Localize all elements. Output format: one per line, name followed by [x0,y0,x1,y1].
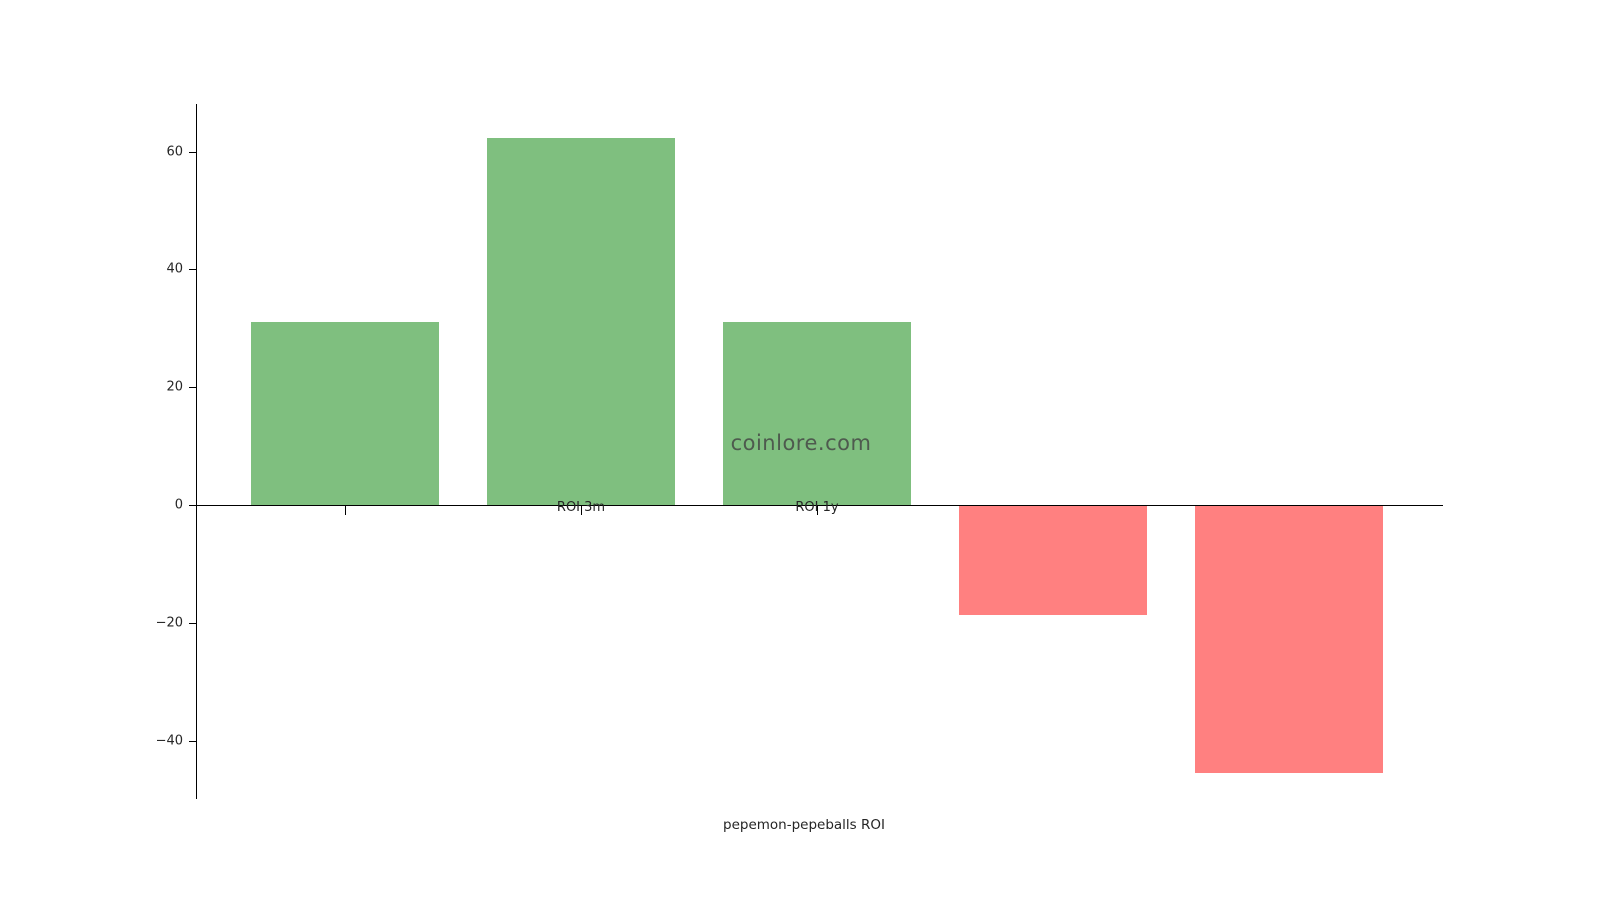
x-tick-label: ROI 1y [795,500,839,515]
bar-positive [487,138,675,505]
bar-positive [251,322,439,505]
y-tick-label: 20 [166,379,183,395]
watermark: coinlore.com [730,431,872,455]
bar-positive [723,322,911,505]
x-axis-line [196,505,1443,506]
bar-negative [959,506,1147,615]
y-tick-mark [189,505,196,506]
x-tick-label: ROI 3m [556,500,606,515]
y-tick-label: −20 [155,615,183,631]
y-tick-label: 40 [166,261,183,277]
x-tick-mark [817,506,818,515]
x-tick-mark [581,506,582,515]
bar-negative [1195,506,1383,774]
y-tick-mark [189,269,196,271]
y-tick-label: −40 [155,733,183,749]
x-tick-mark [345,506,346,515]
y-tick-mark [189,151,196,153]
y-tick-mark [189,740,196,742]
y-tick-label: 0 [174,497,183,513]
y-tick-mark [189,622,196,624]
chart-title: pepemon-pepeballs ROI [723,817,885,833]
y-tick-mark [189,387,196,389]
y-axis-spine [196,104,197,800]
y-tick-label: 60 [166,144,183,160]
